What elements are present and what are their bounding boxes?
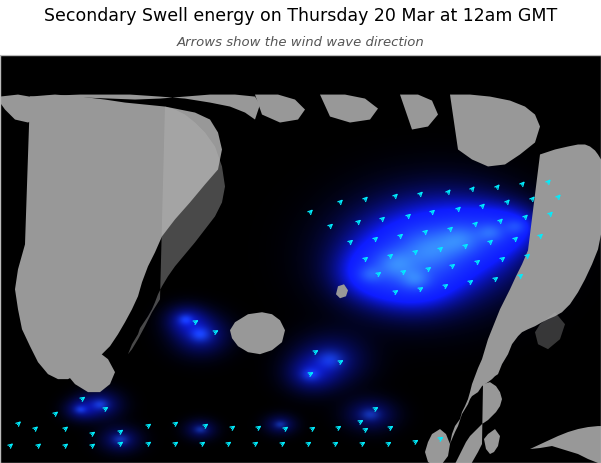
Polygon shape <box>15 94 260 119</box>
Polygon shape <box>230 312 285 354</box>
Polygon shape <box>15 94 222 379</box>
Polygon shape <box>128 106 225 354</box>
Polygon shape <box>530 426 601 463</box>
Polygon shape <box>0 94 48 123</box>
Text: Arrows show the wind wave direction: Arrows show the wind wave direction <box>177 36 424 49</box>
Polygon shape <box>255 94 305 123</box>
Polygon shape <box>425 429 450 463</box>
Polygon shape <box>320 94 378 123</box>
Polygon shape <box>450 144 601 444</box>
Polygon shape <box>65 349 115 392</box>
Polygon shape <box>400 94 438 130</box>
Polygon shape <box>450 94 540 167</box>
Text: Secondary Swell energy on Thursday 20 Mar at 12am GMT: Secondary Swell energy on Thursday 20 Ma… <box>44 7 557 25</box>
Polygon shape <box>336 284 348 298</box>
Polygon shape <box>535 312 565 349</box>
Polygon shape <box>438 382 502 463</box>
Polygon shape <box>484 429 500 454</box>
